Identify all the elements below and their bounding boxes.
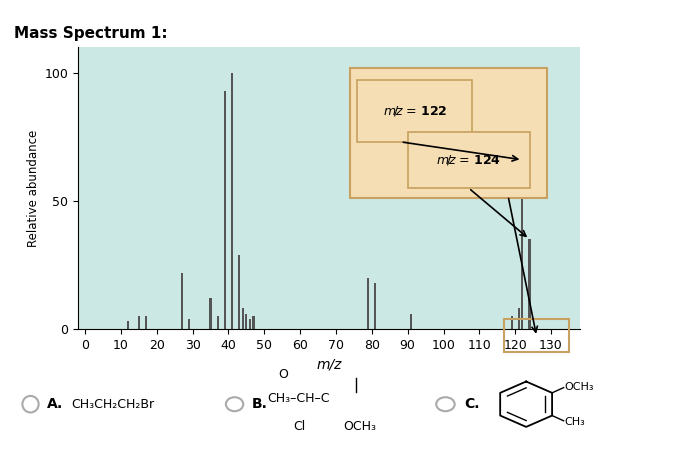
Text: B.: B. [252, 397, 268, 411]
FancyBboxPatch shape [357, 80, 472, 142]
Y-axis label: Relative abundance: Relative abundance [27, 129, 40, 247]
Text: A.: A. [47, 397, 63, 411]
Bar [217, 316, 219, 329]
Text: $m\!/\!z$ = $\mathbf{124}$: $m\!/\!z$ = $\mathbf{124}$ [436, 153, 501, 167]
Bar [238, 255, 240, 329]
Bar [245, 313, 247, 329]
Bar [242, 308, 244, 329]
Bar [528, 239, 531, 329]
Bar [374, 283, 376, 329]
FancyBboxPatch shape [407, 132, 530, 188]
Bar [224, 91, 226, 329]
Bar [188, 319, 190, 329]
Bar [511, 316, 513, 329]
Bar [252, 316, 255, 329]
Text: Cl: Cl [294, 420, 306, 433]
Bar [145, 316, 147, 329]
Bar [181, 273, 183, 329]
Bar [249, 319, 251, 329]
Bar [231, 73, 233, 329]
Text: CH₃–CH–C: CH₃–CH–C [267, 392, 330, 406]
Text: O: O [278, 368, 288, 381]
Bar [410, 313, 412, 329]
Bar [521, 162, 523, 329]
Bar [138, 316, 140, 329]
Text: CH₃: CH₃ [565, 417, 586, 427]
X-axis label: m/z: m/z [316, 357, 342, 371]
Text: CH₃CH₂CH₂Br: CH₃CH₂CH₂Br [71, 398, 155, 411]
Text: $m\!/\!z$ = $\mathbf{122}$: $m\!/\!z$ = $\mathbf{122}$ [382, 104, 447, 118]
Text: OCH₃: OCH₃ [343, 420, 376, 433]
Text: OCH₃: OCH₃ [565, 382, 594, 392]
Bar [367, 278, 370, 329]
Bar [210, 298, 212, 329]
Bar [518, 308, 520, 329]
Text: Mass Spectrum 1:: Mass Spectrum 1: [14, 26, 167, 41]
Text: C.: C. [464, 397, 479, 411]
FancyBboxPatch shape [351, 68, 547, 198]
Bar [127, 321, 129, 329]
